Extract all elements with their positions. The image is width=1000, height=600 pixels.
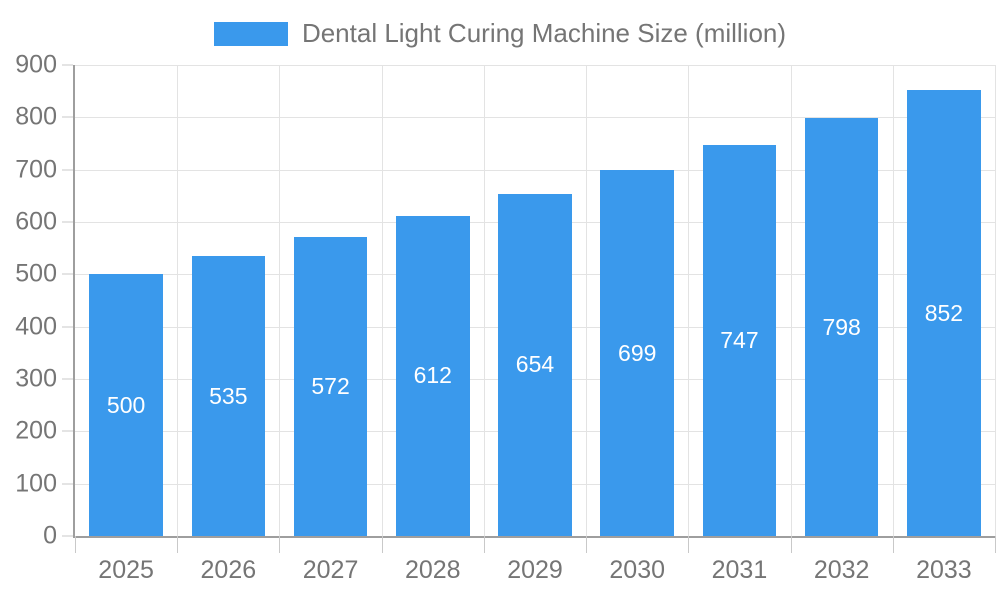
- y-tick-label: 100: [15, 469, 57, 498]
- y-axis-tick: [62, 169, 73, 171]
- y-tick-label: 600: [15, 207, 57, 236]
- gridline-horizontal: [75, 65, 995, 66]
- y-tick-label: 300: [15, 364, 57, 393]
- gridline-vertical: [995, 65, 996, 536]
- y-tick-label: 900: [15, 50, 57, 79]
- x-axis-tick: [177, 536, 179, 553]
- y-tick-label: 700: [15, 155, 57, 184]
- gridline-vertical: [279, 65, 281, 536]
- x-axis-tick: [688, 536, 690, 553]
- x-axis-tick: [279, 536, 281, 553]
- plot-area: 0 100 200 300 400 500 600 700 800 900 500 2025 535 20…: [15, 51, 996, 584]
- x-tick-label: 2032: [813, 556, 870, 584]
- gridline-vertical: [688, 65, 690, 536]
- bar-2032[interactable]: 798: [804, 118, 879, 536]
- bar-value-label: 654: [515, 351, 555, 378]
- gridline-vertical: [483, 65, 485, 536]
- y-tick-label: 0: [43, 521, 57, 550]
- y-axis-tick: [62, 116, 73, 118]
- bar-2029[interactable]: 654: [498, 193, 572, 536]
- y-tick-label: 800: [15, 102, 57, 131]
- x-axis-tick: [995, 536, 996, 553]
- bar-value-label: 612: [413, 362, 452, 389]
- bar-value-label: 699: [618, 339, 657, 366]
- bar-value-label: 852: [924, 299, 964, 326]
- x-tick-label: 2030: [609, 556, 666, 584]
- x-tick-label: 2029: [507, 556, 563, 584]
- bar-2027[interactable]: 572: [293, 236, 368, 536]
- y-axis-tick: [62, 535, 73, 537]
- y-axis-tick: [62, 64, 73, 66]
- gridline-vertical: [177, 65, 179, 536]
- legend-swatch: [213, 21, 288, 46]
- bar-2028[interactable]: 612: [395, 215, 470, 536]
- y-tick-label: 200: [15, 416, 57, 445]
- legend-label: Dental Light Curing Machine Size (millio…: [301, 18, 787, 48]
- bar-2030[interactable]: 699: [600, 170, 675, 536]
- bar-2033[interactable]: 852: [907, 90, 981, 536]
- bar-2031[interactable]: 747: [702, 145, 777, 536]
- gridline-vertical: [790, 65, 792, 536]
- bar-value-label: 500: [106, 391, 146, 418]
- bar-value-label: 572: [311, 372, 350, 399]
- x-tick-label: 2033: [916, 556, 972, 584]
- y-axis-tick: [62, 378, 73, 380]
- y-axis-tick: [62, 430, 73, 432]
- y-axis-tick: [62, 273, 73, 275]
- x-axis-tick: [586, 536, 588, 553]
- x-axis-tick: [892, 536, 894, 553]
- gridline-horizontal: [75, 117, 995, 119]
- x-tick-label: 2031: [711, 556, 768, 584]
- gridline-vertical: [586, 65, 588, 536]
- bar-2026[interactable]: 535: [191, 256, 266, 536]
- x-tick-label: 2027: [302, 556, 359, 584]
- gridline-vertical: [381, 65, 383, 536]
- x-tick-label: 2028: [404, 556, 461, 584]
- bar-value-label: 535: [209, 382, 248, 409]
- x-axis-tick: [483, 536, 485, 553]
- y-tick-label: 500: [15, 259, 57, 288]
- y-axis-tick: [62, 483, 73, 485]
- gridline-vertical: [892, 65, 894, 536]
- bar-2025[interactable]: 500: [89, 274, 163, 536]
- x-axis-tick: [75, 536, 76, 553]
- bar-value-label: 747: [720, 327, 759, 354]
- x-axis-tick: [790, 536, 792, 553]
- x-tick-label: 2026: [200, 556, 257, 584]
- gridline-horizontal: [75, 169, 995, 171]
- x-axis-tick: [381, 536, 383, 553]
- y-axis-tick: [62, 326, 73, 328]
- y-axis-tick: [62, 221, 73, 223]
- y-tick-label: 400: [15, 312, 57, 341]
- bar-value-label: 798: [822, 313, 861, 340]
- chart-legend[interactable]: Dental Light Curing Machine Size (millio…: [0, 18, 1000, 49]
- x-tick-label: 2025: [98, 556, 154, 584]
